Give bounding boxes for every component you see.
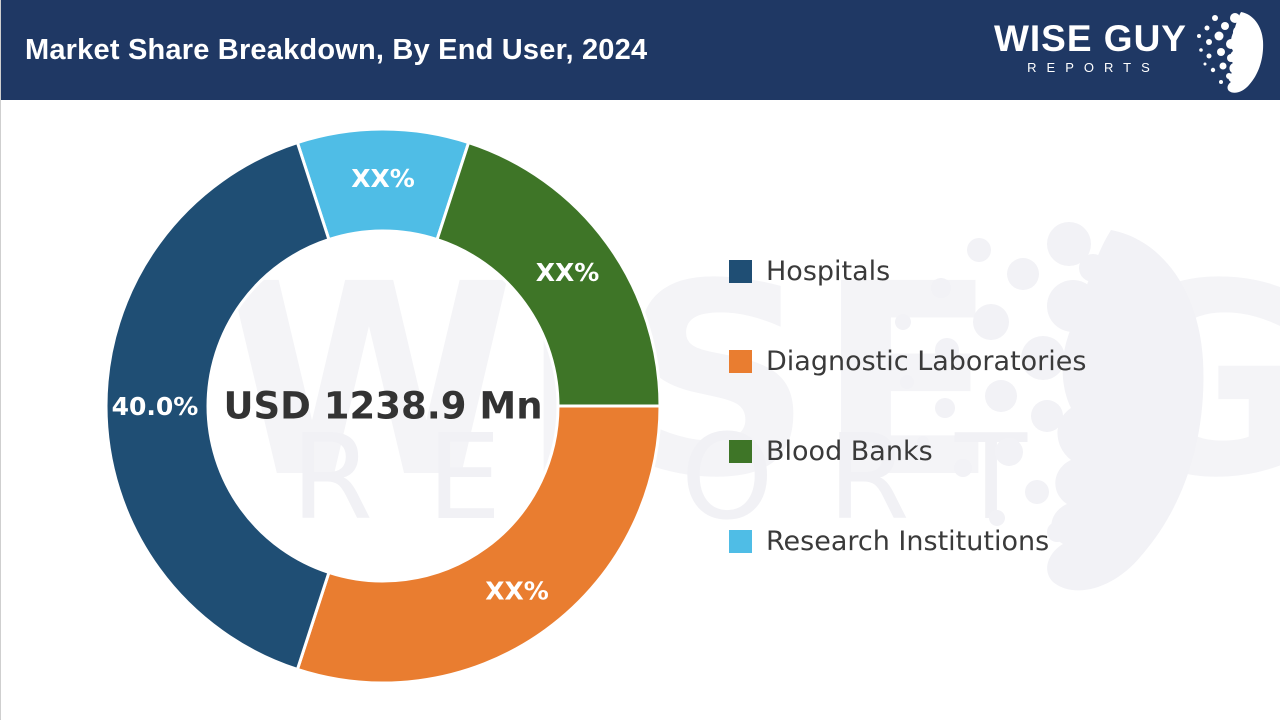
slice-label-blood-banks: XX% (536, 258, 600, 287)
legend-item-diagnostic-laboratories: Diagnostic Laboratories (729, 341, 1086, 381)
legend-swatch-hospitals (729, 259, 752, 283)
legend-label-hospitals: Hospitals (766, 255, 891, 287)
pie-segment-hospitals (104, 141, 331, 671)
slice-label-hospitals: 40.0% (112, 392, 199, 421)
header-bar: Market Share Breakdown, By End User, 202… (1, 0, 1280, 100)
logo-text: WISE GUY REPORTS (994, 20, 1187, 75)
legend-swatch-blood-banks (729, 439, 752, 463)
legend-item-hospitals: Hospitals (729, 251, 1086, 291)
legend-swatch-research-institutions (729, 529, 752, 553)
chart-area: WISE GUY REPORTS XX%XX%XX%40.0% USD 1238… (1, 100, 1280, 720)
donut-chart: XX% XX% XX% 40.0% (104, 127, 662, 685)
pie-segment-diagnostic-laboratories (295, 404, 662, 685)
legend-item-research-institutions: Research Institutions (729, 521, 1086, 561)
slice-label-research-institutions: XX% (351, 164, 415, 193)
watermark-dotted-face (895, 222, 1204, 591)
dotted-face-icon (1197, 12, 1264, 93)
logo-wordmark: WISE GUY (993, 18, 1187, 59)
logo-subtitle: REPORTS (1027, 60, 1160, 75)
chart-center-value: USD 1238.9 Mn (223, 384, 543, 428)
legend-label-research-institutions: Research Institutions (766, 525, 1050, 557)
watermark-subtitle: REPORTS (291, 408, 1210, 546)
slice-label-diagnostic-laboratories: XX% (485, 577, 549, 606)
legend-item-blood-banks: Blood Banks (729, 431, 1086, 471)
pie-segment-blood-banks (435, 141, 662, 408)
wise-guy-reports-logo: WISE GUY REPORTS (994, 6, 1265, 94)
legend-label-blood-banks: Blood Banks (766, 435, 933, 467)
page-title: Market Share Breakdown, By End User, 202… (25, 33, 648, 66)
legend-swatch-diagnostic-laboratories (729, 349, 752, 373)
chart-legend: Hospitals Diagnostic Laboratories Blood … (729, 251, 1086, 611)
legend-label-diagnostic-laboratories: Diagnostic Laboratories (766, 345, 1087, 377)
